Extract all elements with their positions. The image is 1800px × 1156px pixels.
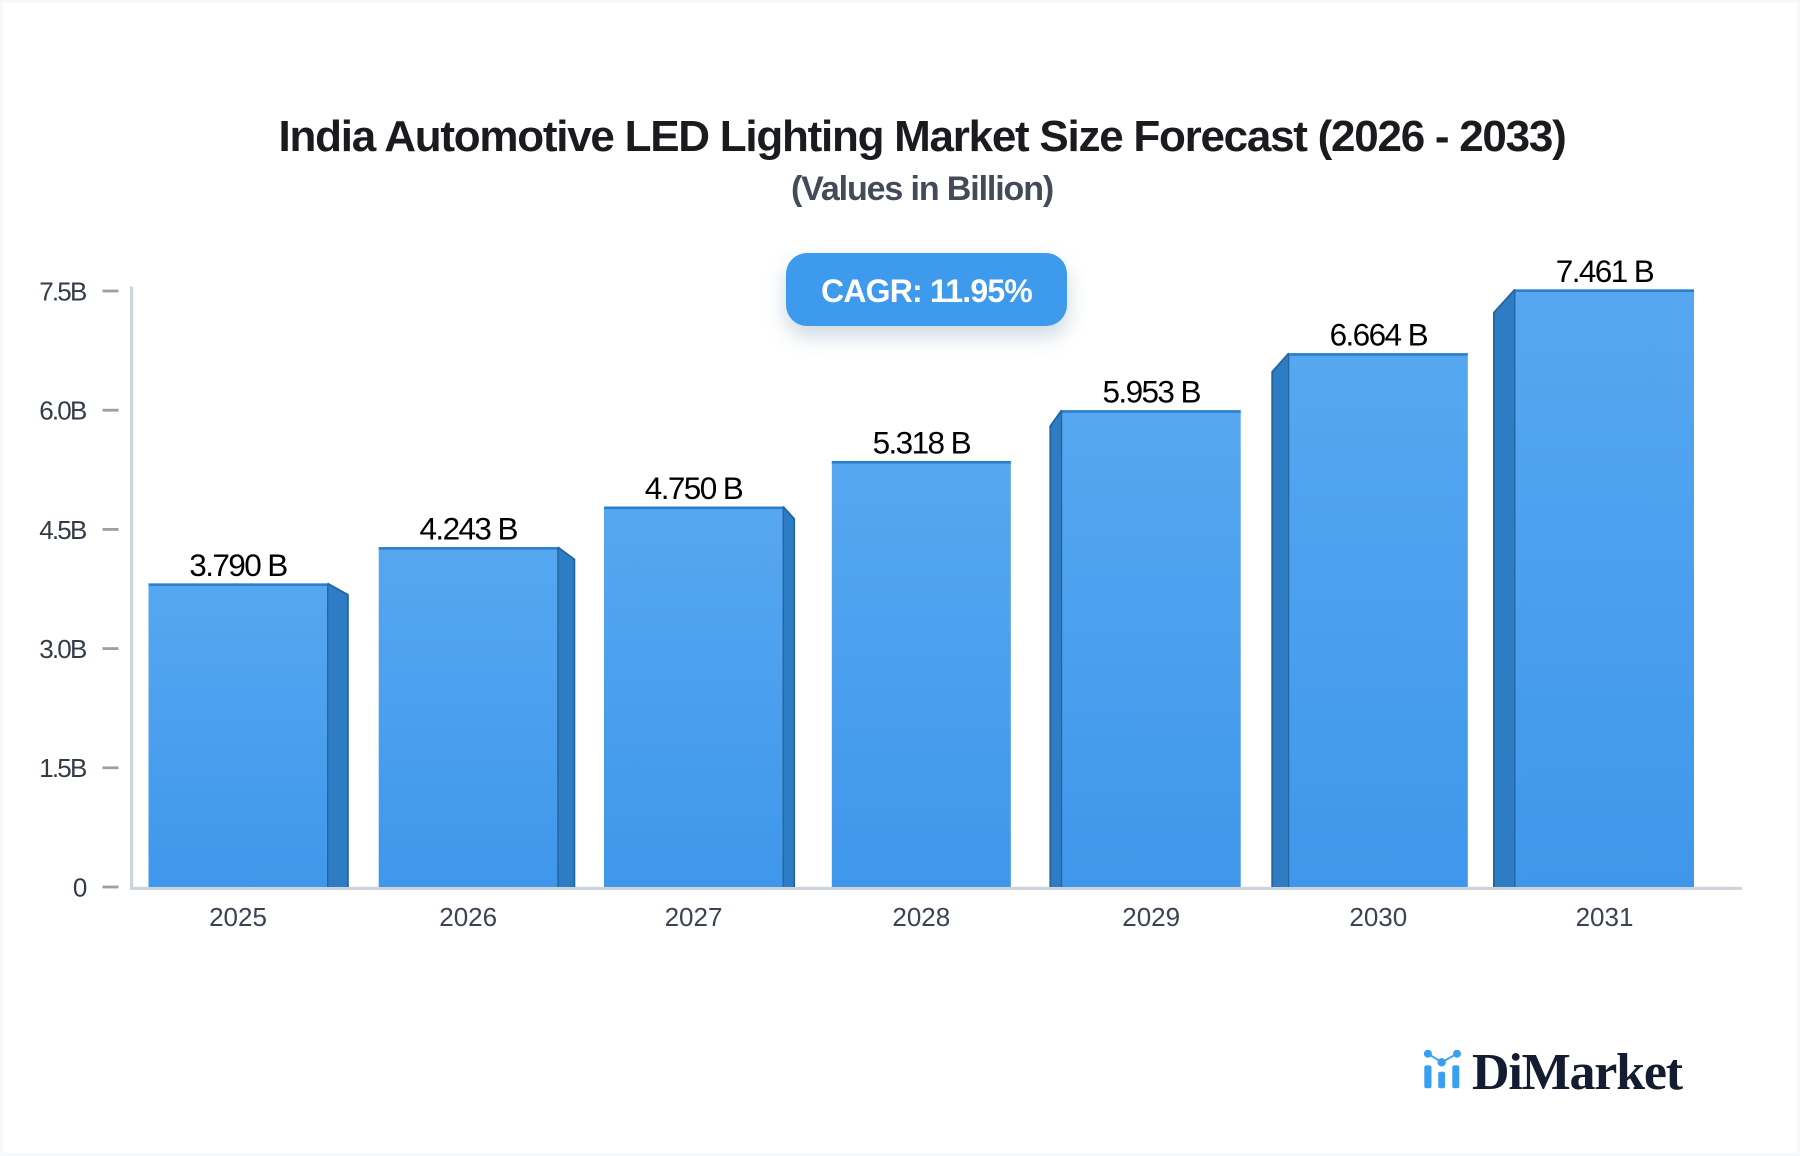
- svg-text:2026: 2026: [439, 902, 497, 932]
- svg-text:4.5B: 4.5B: [39, 515, 86, 545]
- svg-text:7.461 B: 7.461 B: [1556, 253, 1654, 289]
- svg-text:2028: 2028: [892, 902, 950, 932]
- svg-text:5.953 B: 5.953 B: [1103, 374, 1201, 410]
- svg-text:0: 0: [73, 872, 87, 902]
- svg-text:7.5B: 7.5B: [39, 276, 86, 306]
- svg-text:1.5B: 1.5B: [39, 753, 86, 783]
- svg-text:2027: 2027: [665, 902, 723, 932]
- svg-text:2030: 2030: [1349, 902, 1407, 932]
- svg-text:6.664 B: 6.664 B: [1330, 317, 1428, 353]
- svg-text:6.0B: 6.0B: [39, 396, 86, 426]
- svg-text:4.750 B: 4.750 B: [645, 470, 743, 506]
- svg-text:3.790 B: 3.790 B: [189, 547, 287, 583]
- svg-text:2025: 2025: [209, 902, 267, 932]
- svg-text:5.318 B: 5.318 B: [873, 424, 971, 460]
- svg-text:4.243 B: 4.243 B: [420, 511, 518, 547]
- svg-text:3.0B: 3.0B: [39, 634, 86, 664]
- svg-text:2029: 2029: [1122, 902, 1180, 932]
- svg-text:2031: 2031: [1576, 902, 1634, 932]
